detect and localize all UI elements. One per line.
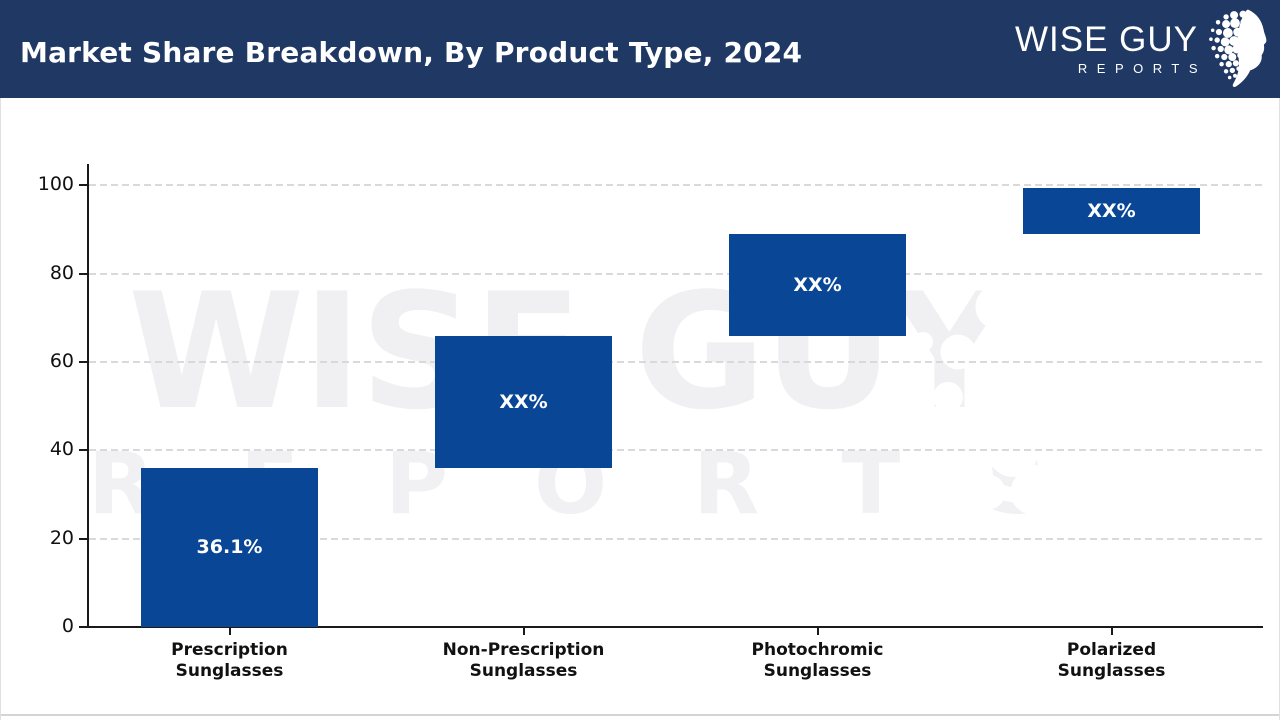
watermark-head	[903, 226, 1225, 660]
x-category-label-line: Photochromic	[751, 640, 884, 660]
x-category-label-line: Prescription	[171, 640, 288, 660]
logo-wordmark: WISE GUY	[1014, 20, 1198, 59]
x-category-label: Photochromic Sunglasses	[678, 640, 958, 682]
x-axis-tick	[522, 628, 525, 635]
x-category-label-line: Sunglasses	[1057, 661, 1166, 681]
y-tick-label: 100	[37, 173, 74, 196]
x-axis-tick	[1110, 628, 1113, 635]
left-border-line	[0, 98, 1, 720]
y-tick-label: 60	[49, 350, 74, 373]
logo-subtitle: REPORTS	[1077, 61, 1207, 76]
x-category-label-line: Sunglasses	[175, 661, 284, 681]
y-tick-label: 0	[61, 615, 74, 637]
bar: XX%	[729, 234, 906, 336]
x-axis-tick	[816, 628, 819, 635]
y-axis-tick	[79, 449, 88, 452]
bottom-border-line	[0, 714, 1280, 716]
y-axis-tick	[79, 184, 88, 187]
x-category-label-line: Sunglasses	[763, 661, 872, 681]
x-axis-spine	[87, 626, 1263, 628]
bar: XX%	[1023, 187, 1200, 235]
gridline	[89, 184, 1263, 187]
y-axis-tick	[79, 272, 88, 275]
gridline	[89, 361, 1263, 364]
wiseguy-logo: WISE GUY REPORTS	[1015, 7, 1268, 91]
y-axis-tick	[79, 361, 88, 364]
gridline	[89, 272, 1263, 275]
x-category-label-line: Polarized	[1066, 640, 1157, 660]
bar-value-label: XX%	[1087, 199, 1136, 222]
page-title: Market Share Breakdown, By Product Type,…	[20, 36, 803, 69]
bar-value-label: XX%	[793, 273, 842, 296]
y-tick-label: 80	[49, 261, 74, 284]
bar: XX%	[435, 335, 612, 468]
x-category-label-line: Non-Prescription	[442, 640, 605, 660]
y-axis-tick	[79, 626, 88, 628]
bar-value-label: XX%	[499, 390, 548, 413]
y-axis-spine	[87, 164, 89, 628]
bar-value-label: 36.1%	[196, 536, 263, 559]
header-bar: Market Share Breakdown, By Product Type,…	[0, 0, 1280, 98]
x-category-label: Prescription Sunglasses	[90, 640, 370, 682]
gridline	[89, 449, 1263, 452]
x-category-label-line: Sunglasses	[469, 661, 578, 681]
logo-text: WISE GUY REPORTS	[1014, 20, 1198, 77]
wiseguy-head-icon	[1209, 9, 1267, 87]
y-tick-label: 20	[49, 526, 74, 549]
x-category-label: Non-Prescription Sunglasses	[384, 640, 664, 682]
y-tick-label: 40	[49, 438, 74, 461]
bar: 36.1%	[141, 467, 318, 627]
gridline	[89, 537, 1263, 540]
x-axis-tick	[228, 628, 231, 635]
x-category-label: Polarized Sunglasses	[972, 640, 1252, 682]
y-axis-tick	[79, 537, 88, 540]
